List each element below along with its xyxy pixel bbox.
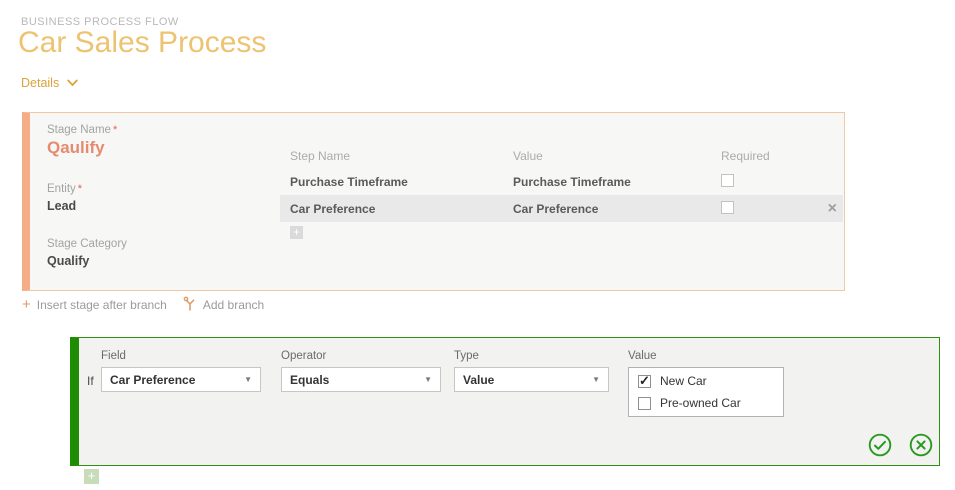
delete-step-icon[interactable]: × — [827, 199, 837, 217]
entity-label-text: Entity — [47, 183, 76, 195]
condition-type-group: Type Value ▼ — [454, 350, 609, 392]
type-label: Type — [454, 350, 479, 362]
details-toggle[interactable]: Details — [21, 76, 78, 90]
insert-stage-label: Insert stage after branch — [36, 298, 167, 312]
col-step-name: Step Name — [290, 149, 351, 163]
condition-value-group: Value New Car Pre-owned Car — [628, 350, 784, 417]
stage-panel: Stage Name * Qaulify Entity * Lead Stage C… — [22, 112, 845, 291]
value-listbox: New Car Pre-owned Car — [628, 367, 784, 417]
entity-label: Entity * — [47, 183, 82, 195]
field-dropdown-value: Car Preference — [110, 372, 196, 387]
operator-label: Operator — [281, 350, 327, 362]
value-option[interactable]: Pre-owned Car — [638, 396, 774, 410]
entity-value[interactable]: Lead — [47, 199, 77, 213]
insert-stage-link[interactable]: + Insert stage after branch — [22, 296, 167, 313]
type-dropdown[interactable]: Value ▼ — [454, 367, 609, 392]
add-condition-button[interactable]: + — [84, 469, 99, 484]
col-value: Value — [513, 149, 543, 163]
entity-field: Entity * Lead — [47, 183, 82, 213]
flow-actions: + Insert stage after branch Add branch — [22, 296, 264, 314]
option-label: Pre-owned Car — [660, 396, 741, 410]
col-required: Required — [721, 149, 770, 163]
add-branch-label: Add branch — [202, 298, 265, 312]
steps-table-header: Step Name Value Required — [280, 144, 843, 168]
if-label: If — [87, 374, 94, 388]
dropdown-caret-icon: ▼ — [592, 375, 600, 384]
step-name-cell[interactable]: Car Preference — [290, 201, 376, 216]
chevron-down-icon — [67, 76, 78, 90]
step-value-cell[interactable]: Purchase Timeframe — [513, 174, 631, 189]
dropdown-caret-icon: ▼ — [244, 375, 252, 384]
stage-category-value[interactable]: Qualify — [47, 254, 90, 268]
stage-category-label: Stage Category — [47, 238, 127, 250]
details-label: Details — [21, 76, 60, 90]
stage-name-value[interactable]: Qaulify — [47, 138, 105, 157]
operator-dropdown[interactable]: Equals ▼ — [281, 367, 441, 392]
stage-name-label: Stage Name * — [47, 124, 117, 136]
required-checkbox[interactable] — [721, 173, 734, 187]
add-step-button[interactable]: + — [290, 226, 303, 239]
step-name-cell[interactable]: Purchase Timeframe — [290, 174, 408, 189]
condition-operator-group: Operator Equals ▼ — [281, 350, 441, 392]
branch-condition-panel: If Field Car Preference ▼ Operator Equal… — [70, 337, 940, 466]
add-branch-link[interactable]: Add branch — [183, 296, 264, 314]
step-row[interactable]: Purchase Timeframe Purchase Timeframe × — [280, 168, 843, 195]
required-asterisk: * — [112, 124, 118, 136]
cancel-icon[interactable] — [909, 433, 933, 457]
value-option[interactable]: New Car — [638, 373, 774, 389]
option-checkbox[interactable] — [638, 396, 651, 410]
stage-name-label-text: Stage Name — [47, 124, 111, 136]
plus-icon: + — [22, 296, 31, 313]
option-checkbox[interactable] — [638, 373, 651, 389]
page-eyebrow: BUSINESS PROCESS FLOW — [21, 16, 179, 28]
operator-dropdown-value: Equals — [290, 372, 330, 387]
value-label: Value — [628, 350, 657, 362]
required-asterisk: * — [77, 183, 83, 195]
type-dropdown-value: Value — [463, 372, 495, 387]
confirm-icon[interactable] — [868, 433, 892, 457]
field-dropdown[interactable]: Car Preference ▼ — [101, 367, 261, 392]
condition-field-group: Field Car Preference ▼ — [101, 350, 261, 392]
required-cell — [713, 200, 813, 217]
required-checkbox[interactable] — [721, 200, 734, 214]
option-label: New Car — [660, 374, 707, 388]
step-row[interactable]: Car Preference Car Preference × — [280, 195, 843, 222]
step-value-cell[interactable]: Car Preference — [513, 201, 599, 216]
required-cell — [713, 173, 813, 190]
dropdown-caret-icon: ▼ — [424, 375, 432, 384]
field-label: Field — [101, 350, 126, 362]
branch-icon — [183, 296, 197, 314]
page-title: Car Sales Process — [18, 26, 267, 59]
stage-category-field: Stage Category Qualify — [47, 238, 127, 268]
steps-table: Step Name Value Required Purchase Timefr… — [280, 144, 843, 239]
stage-name-field: Stage Name * Qaulify — [47, 124, 117, 158]
